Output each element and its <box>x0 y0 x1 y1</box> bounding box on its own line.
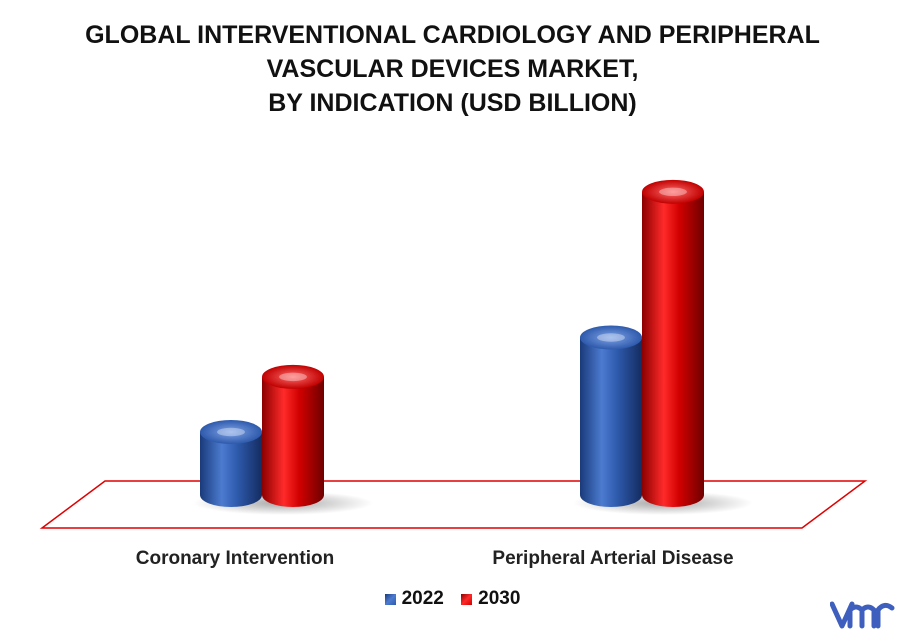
bar-coronary-intervention-2030 <box>262 364 324 507</box>
bar-highlight-peripheral-arterial-disease-2030 <box>659 187 687 197</box>
bar-top-coronary-intervention-2030 <box>262 364 324 389</box>
legend-label-2022: 2022 <box>401 588 444 609</box>
bar-peripheral-arterial-disease-2022 <box>580 325 642 507</box>
bar-body-peripheral-arterial-disease-2030 <box>642 191 704 507</box>
legend-item-2030: 2030 <box>461 588 520 610</box>
bar-body-peripheral-arterial-disease-2022 <box>580 337 642 507</box>
chart-title-line-2: VASCULAR DEVICES MARKET, <box>266 55 639 83</box>
chart-title-line-3: BY INDICATION (USD BILLION) <box>268 89 637 117</box>
bar-top-peripheral-arterial-disease-2022 <box>580 325 642 350</box>
bars-layer <box>193 179 753 515</box>
chart-title: GLOBAL INTERVENTIONAL CARDIOLOGY AND PER… <box>0 18 905 120</box>
category-label-coronary-intervention: Coronary Intervention <box>136 548 334 569</box>
category-label-peripheral-arterial-disease: Peripheral Arterial Disease <box>492 548 733 569</box>
bar-peripheral-arterial-disease-2030 <box>642 179 704 507</box>
mrfr-logo-icon <box>830 601 895 629</box>
chart-title-line-1: GLOBAL INTERVENTIONAL CARDIOLOGY AND PER… <box>85 21 820 49</box>
legend-swatch-2030 <box>461 593 473 605</box>
chart-legend: 2022 2030 <box>0 588 905 611</box>
bar-top-peripheral-arterial-disease-2030 <box>642 179 704 204</box>
bar-coronary-intervention-2022 <box>200 420 262 507</box>
bar-top-coronary-intervention-2022 <box>200 420 262 444</box>
legend-swatch-2022 <box>384 593 396 605</box>
bar-body-coronary-intervention-2030 <box>262 376 324 507</box>
bar-highlight-coronary-intervention-2022 <box>217 427 245 437</box>
bar-body-coronary-intervention-2022 <box>200 432 262 507</box>
bar-highlight-coronary-intervention-2030 <box>279 372 307 382</box>
legend-label-2030: 2030 <box>478 588 521 609</box>
legend-item-2022: 2022 <box>384 588 444 610</box>
bar-highlight-peripheral-arterial-disease-2022 <box>597 333 625 342</box>
